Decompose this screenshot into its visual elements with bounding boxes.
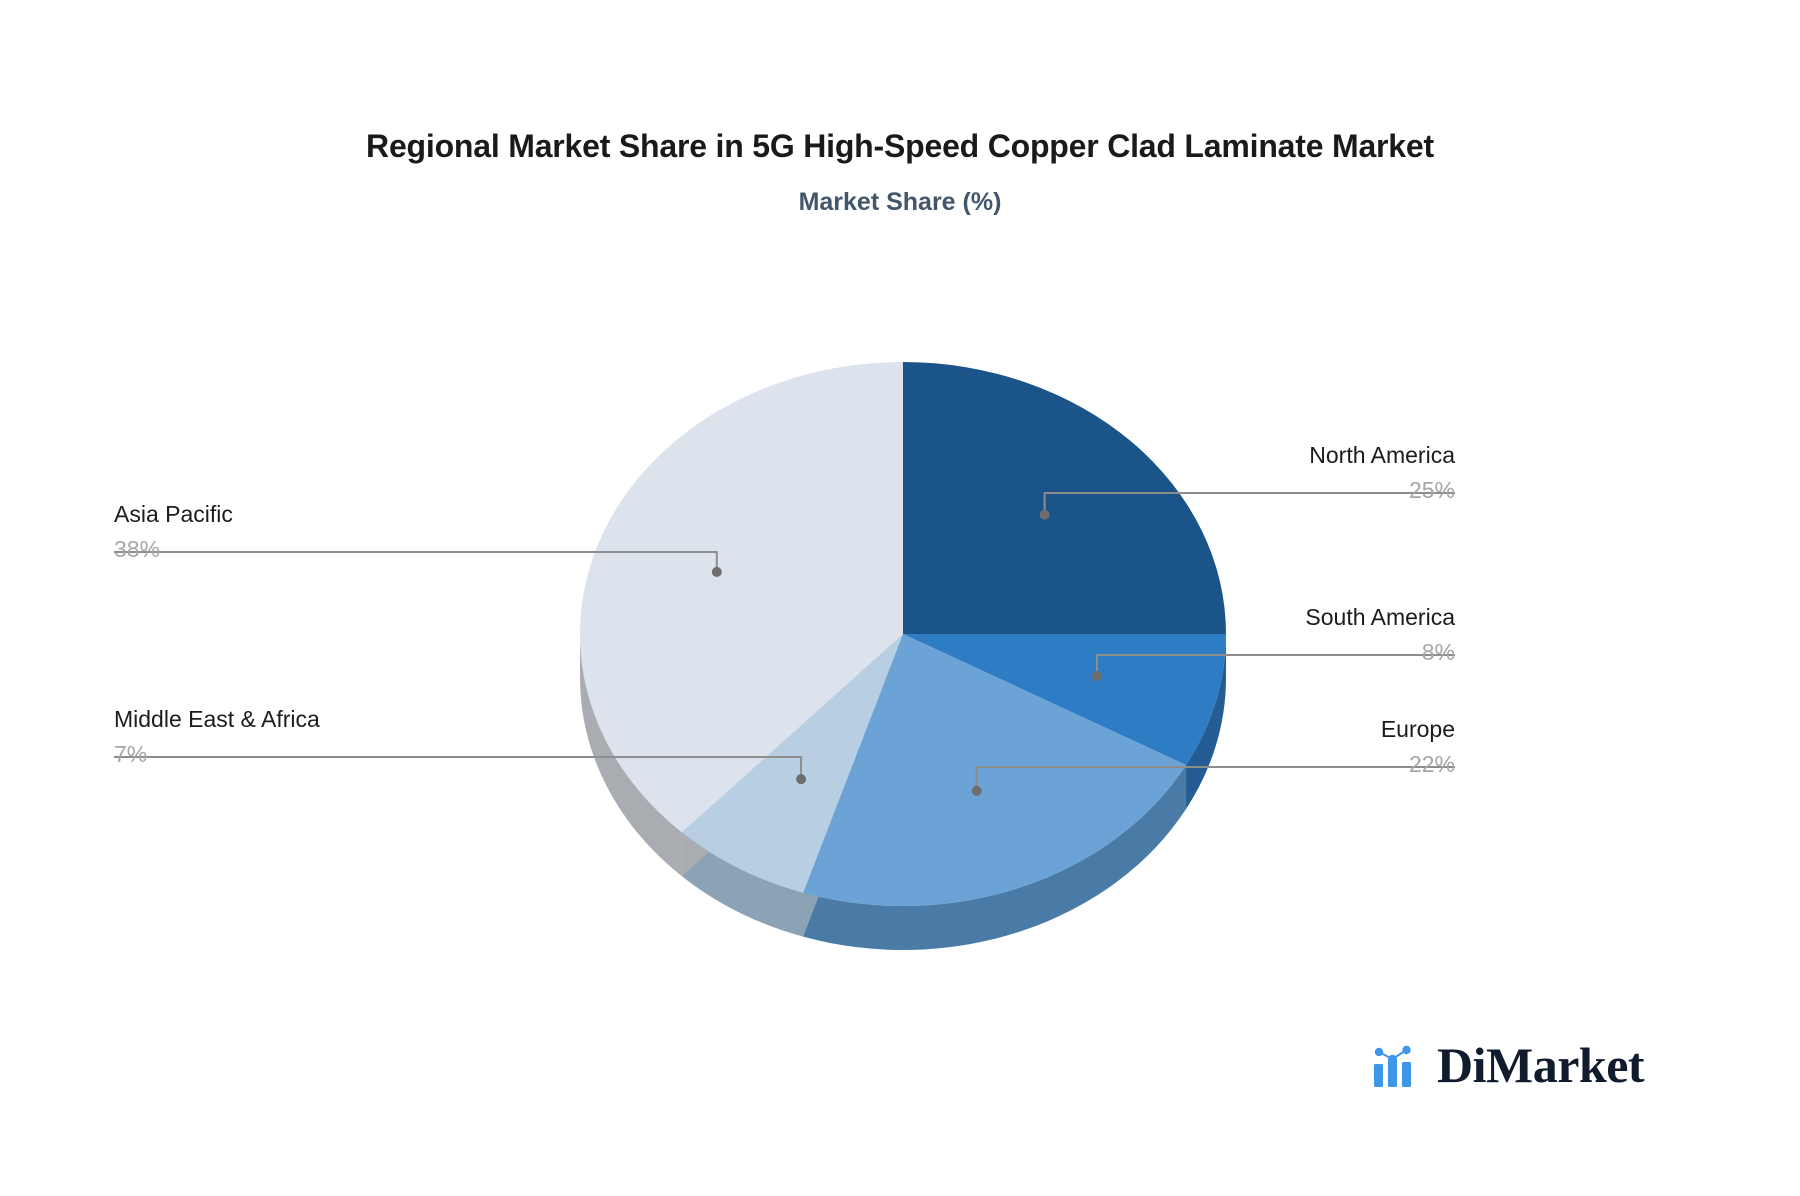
pie-slice-north-america[interactable]	[903, 362, 1226, 634]
callout-middle-east-africa: Middle East & Africa 7%	[114, 706, 320, 768]
callout-label: South America	[1305, 604, 1455, 630]
callout-value: 25%	[1408, 476, 1455, 503]
pie-slice-europe[interactable]	[803, 634, 1187, 906]
pie-slice-asia-pacific[interactable]	[580, 362, 903, 833]
callout-north-america: North America 25%	[1309, 442, 1455, 504]
callout-label: Middle East & Africa	[114, 706, 320, 732]
callout-value: 38%	[114, 535, 161, 562]
callout-value: 22%	[1408, 750, 1455, 777]
callout-label: North America	[1309, 442, 1455, 468]
callout-asia-pacific: Asia Pacific 38%	[114, 501, 233, 563]
bar-chart-icon	[1374, 1045, 1411, 1087]
chart-title: Regional Market Share in 5G High-Speed C…	[366, 128, 1434, 164]
callout-south-america: South America 8%	[1305, 604, 1455, 666]
callout-label: Asia Pacific	[114, 501, 233, 527]
callout-label: Europe	[1380, 716, 1455, 742]
pie-slice-middle-east-africa[interactable]	[681, 634, 903, 893]
chart-subtitle: Market Share (%)	[798, 188, 1002, 216]
callout-value: 8%	[1421, 638, 1455, 665]
pie-chart: North America 25% South America 8% Europ…	[114, 362, 1455, 950]
pie-slice-south-america[interactable]	[903, 634, 1226, 766]
leader-lines	[114, 492, 1455, 796]
callout-europe: Europe 22%	[1380, 716, 1455, 778]
logo-wordmark: DiMarket	[1437, 1037, 1645, 1093]
callout-value: 7%	[114, 740, 148, 767]
pie-slices	[580, 362, 1226, 906]
dimarket-logo: DiMarket	[1372, 1037, 1645, 1093]
pie-svg	[114, 362, 1455, 950]
